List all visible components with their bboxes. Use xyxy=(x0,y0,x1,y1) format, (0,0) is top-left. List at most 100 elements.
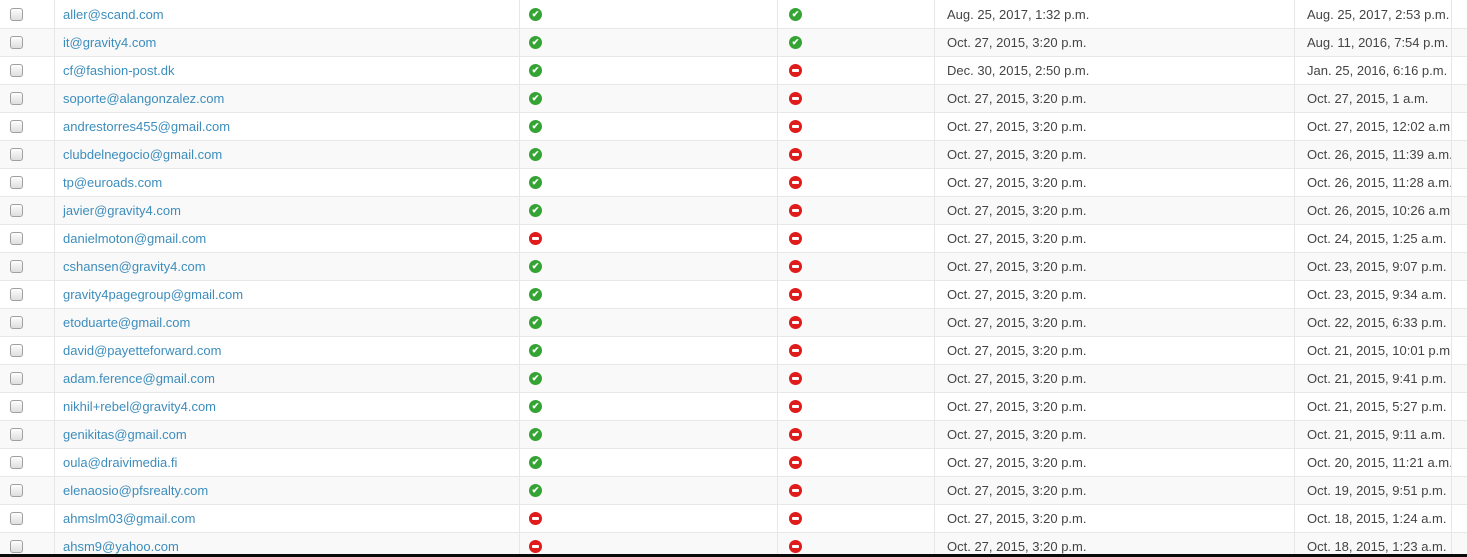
table-row: it@gravity4.com Oct. 27, 2015, 3:20 p.m.… xyxy=(0,28,1467,56)
row-select-checkbox[interactable] xyxy=(10,372,23,385)
status-a-cell xyxy=(520,309,778,336)
email-link[interactable]: nikhil+rebel@gravity4.com xyxy=(63,399,217,414)
status-a-cell xyxy=(520,197,778,224)
status-b-cell xyxy=(778,225,935,252)
email-cell: danielmoton@gmail.com xyxy=(55,225,520,252)
datetime-a-cell: Oct. 27, 2015, 3:20 p.m. xyxy=(935,449,1295,476)
datetime-b-text: Oct. 18, 2015, 1:24 a.m. xyxy=(1307,511,1447,526)
table-row: ahsm9@yahoo.com Oct. 27, 2015, 3:20 p.m.… xyxy=(0,532,1467,557)
status-a-cell xyxy=(520,365,778,392)
row-select-checkbox[interactable] xyxy=(10,204,23,217)
email-link[interactable]: tp@euroads.com xyxy=(63,175,163,190)
clipped-next-column xyxy=(1452,477,1467,504)
no-icon xyxy=(789,204,802,217)
row-select-checkbox[interactable] xyxy=(10,120,23,133)
datetime-a-text: Oct. 27, 2015, 3:20 p.m. xyxy=(947,147,1087,162)
status-b-cell xyxy=(778,197,935,224)
email-link[interactable]: adam.ference@gmail.com xyxy=(63,371,215,386)
datetime-a-text: Oct. 27, 2015, 3:20 p.m. xyxy=(947,399,1087,414)
email-link[interactable]: cf@fashion-post.dk xyxy=(63,63,175,78)
clipped-next-column xyxy=(1452,253,1467,280)
row-select-checkbox[interactable] xyxy=(10,64,23,77)
row-select-checkbox[interactable] xyxy=(10,260,23,273)
row-select-checkbox[interactable] xyxy=(10,428,23,441)
select-cell xyxy=(0,141,55,168)
yes-icon xyxy=(789,7,802,21)
datetime-b-text: Oct. 23, 2015, 9:07 p.m. xyxy=(1307,259,1447,274)
email-link[interactable]: andrestorres455@gmail.com xyxy=(63,119,231,134)
select-cell xyxy=(0,449,55,476)
email-link[interactable]: ahsm9@yahoo.com xyxy=(63,539,179,554)
table-row: clubdelnegocio@gmail.com Oct. 27, 2015, … xyxy=(0,140,1467,168)
datetime-b-cell: Aug. 25, 2017, 2:53 p.m. xyxy=(1295,0,1452,28)
status-b-cell xyxy=(778,505,935,532)
no-icon xyxy=(789,120,802,133)
email-link[interactable]: genikitas@gmail.com xyxy=(63,427,187,442)
row-select-checkbox[interactable] xyxy=(10,288,23,301)
email-link[interactable]: clubdelnegocio@gmail.com xyxy=(63,147,223,162)
email-link[interactable]: elenaosio@pfsrealty.com xyxy=(63,483,209,498)
row-select-checkbox[interactable] xyxy=(10,456,23,469)
row-select-checkbox[interactable] xyxy=(10,36,23,49)
datetime-b-cell: Oct. 21, 2015, 9:41 p.m. xyxy=(1295,365,1452,392)
datetime-b-text: Oct. 26, 2015, 11:28 a.m. xyxy=(1307,175,1452,190)
select-cell xyxy=(0,365,55,392)
status-b-cell xyxy=(778,449,935,476)
datetime-b-text: Oct. 19, 2015, 9:51 p.m. xyxy=(1307,483,1447,498)
yes-icon xyxy=(529,344,542,357)
row-select-checkbox[interactable] xyxy=(10,484,23,497)
row-select-checkbox[interactable] xyxy=(10,344,23,357)
email-link[interactable]: oula@draivimedia.fi xyxy=(63,455,178,470)
no-icon xyxy=(789,64,802,77)
email-link[interactable]: gravity4pagegroup@gmail.com xyxy=(63,287,244,302)
email-link[interactable]: etoduarte@gmail.com xyxy=(63,315,191,330)
row-select-checkbox[interactable] xyxy=(10,400,23,413)
row-select-checkbox[interactable] xyxy=(10,92,23,105)
email-link[interactable]: david@payetteforward.com xyxy=(63,343,222,358)
email-cell: tp@euroads.com xyxy=(55,169,520,196)
datetime-a-cell: Oct. 27, 2015, 3:20 p.m. xyxy=(935,337,1295,364)
email-link[interactable]: soporte@alangonzalez.com xyxy=(63,91,225,106)
select-cell xyxy=(0,281,55,308)
yes-icon xyxy=(529,288,542,301)
email-link[interactable]: aller@scand.com xyxy=(63,6,164,22)
email-link[interactable]: it@gravity4.com xyxy=(63,35,157,50)
select-cell xyxy=(0,85,55,112)
datetime-a-text: Oct. 27, 2015, 3:20 p.m. xyxy=(947,259,1087,274)
datetime-a-cell: Oct. 27, 2015, 3:20 p.m. xyxy=(935,365,1295,392)
table-row: cshansen@gravity4.com Oct. 27, 2015, 3:2… xyxy=(0,252,1467,280)
table-row: ahmslm03@gmail.com Oct. 27, 2015, 3:20 p… xyxy=(0,504,1467,532)
row-select-checkbox[interactable] xyxy=(10,512,23,525)
datetime-a-text: Oct. 27, 2015, 3:20 p.m. xyxy=(947,511,1087,526)
yes-icon xyxy=(529,7,542,21)
email-cell: gravity4pagegroup@gmail.com xyxy=(55,281,520,308)
row-select-checkbox[interactable] xyxy=(10,148,23,161)
row-select-checkbox[interactable] xyxy=(10,316,23,329)
email-cell: soporte@alangonzalez.com xyxy=(55,85,520,112)
row-select-checkbox[interactable] xyxy=(10,7,23,21)
email-link[interactable]: ahmslm03@gmail.com xyxy=(63,511,196,526)
email-cell: aller@scand.com xyxy=(55,0,520,28)
row-select-checkbox[interactable] xyxy=(10,232,23,245)
status-a-cell xyxy=(520,225,778,252)
table-row: elenaosio@pfsrealty.com Oct. 27, 2015, 3… xyxy=(0,476,1467,504)
yes-icon xyxy=(529,148,542,161)
clipped-next-column xyxy=(1452,57,1467,84)
email-link[interactable]: cshansen@gravity4.com xyxy=(63,259,206,274)
email-cell: cf@fashion-post.dk xyxy=(55,57,520,84)
no-icon xyxy=(789,176,802,189)
row-select-checkbox[interactable] xyxy=(10,176,23,189)
datetime-b-cell: Oct. 21, 2015, 9:11 a.m. xyxy=(1295,421,1452,448)
email-link[interactable]: javier@gravity4.com xyxy=(63,203,181,218)
clipped-next-column xyxy=(1452,197,1467,224)
datetime-a-text: Oct. 27, 2015, 3:20 p.m. xyxy=(947,455,1087,470)
status-b-cell xyxy=(778,421,935,448)
row-select-checkbox[interactable] xyxy=(10,540,23,553)
select-cell xyxy=(0,169,55,196)
datetime-b-cell: Oct. 23, 2015, 9:07 p.m. xyxy=(1295,253,1452,280)
select-cell xyxy=(0,253,55,280)
email-link[interactable]: danielmoton@gmail.com xyxy=(63,231,207,246)
datetime-b-text: Oct. 21, 2015, 9:41 p.m. xyxy=(1307,371,1447,386)
datetime-b-cell: Oct. 22, 2015, 6:33 p.m. xyxy=(1295,309,1452,336)
no-icon xyxy=(789,288,802,301)
